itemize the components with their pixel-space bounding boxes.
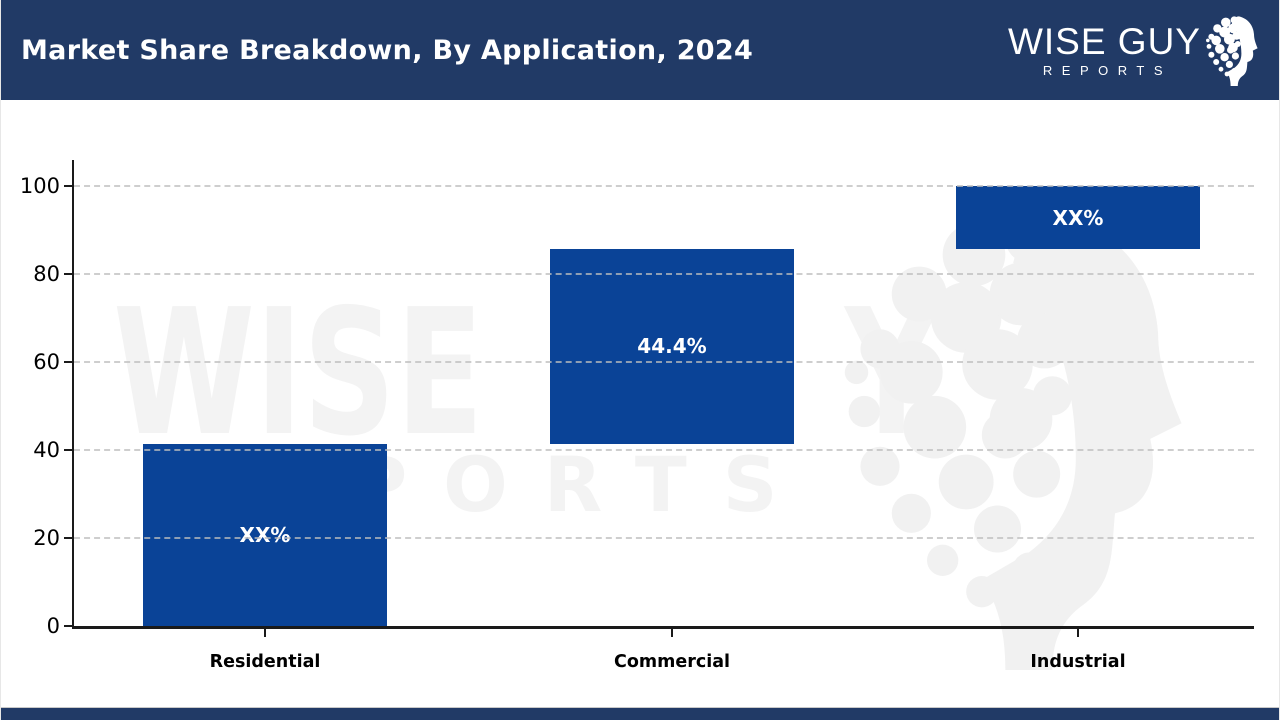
gridline-20 <box>74 537 1254 540</box>
bar-value-label-residential: XX% <box>239 523 291 547</box>
logo-wordmark: WISE GUY <box>1007 21 1201 62</box>
y-tick-label-20: 20 <box>33 526 60 551</box>
plot-area: 0 20 40 60 80 100 XX% 44.4% XX% Residential Commer… <box>20 160 1254 672</box>
header-bar: Market Share Breakdown, By Application, … <box>1 0 1279 100</box>
logo-text: WISE GUY REPORTS <box>1008 23 1201 77</box>
watermark-wise: WISE <box>113 272 484 475</box>
gridline-80 <box>74 273 1254 276</box>
y-tick-mark-20 <box>64 537 72 540</box>
bar-value-label-commercial: 44.4% <box>637 334 707 359</box>
page-title: Market Share Breakdown, By Application, … <box>21 34 754 66</box>
bar-residential: XX% <box>143 444 387 626</box>
wise-guy-logo: WISE GUY REPORTS <box>1008 8 1263 92</box>
chart-region: WISE GUY REPORTS 020406080100XX%44.4%XX%… <box>1 100 1279 708</box>
x-tick-mark-commercial <box>671 629 673 637</box>
y-tick-mark-40 <box>64 449 72 452</box>
y-tick-label-0: 0 <box>46 614 60 638</box>
gridline-100 <box>74 185 1254 188</box>
gridline-40 <box>74 449 1254 452</box>
y-tick-label-100: 100 <box>19 174 60 199</box>
x-tick-mark-industrial <box>1077 629 1079 637</box>
x-axis-line <box>72 626 1254 629</box>
x-axis-label-industrial: Industrial <box>1030 652 1126 672</box>
bar-commercial: 44.4% <box>550 248 794 444</box>
y-tick-label-40: 40 <box>33 438 60 463</box>
bar-industrial: XX% <box>956 186 1200 249</box>
x-tick-mark-residential <box>264 629 266 637</box>
y-tick-mark-0 <box>64 625 72 627</box>
logo-subtitle: REPORTS <box>1042 63 1173 78</box>
x-axis-label-commercial: Commercial <box>613 652 730 672</box>
dotted-head-icon <box>1206 16 1258 86</box>
watermark-head-graphic <box>844 215 1182 670</box>
y-tick-label-60: 60 <box>33 350 60 375</box>
y-tick-mark-100 <box>64 185 72 188</box>
gridline-60 <box>74 361 1254 364</box>
x-axis-label-residential: Residential <box>209 652 321 672</box>
footer-bar <box>1 707 1279 720</box>
y-tick-label-80: 80 <box>33 262 60 287</box>
y-tick-mark-80 <box>64 273 72 276</box>
bar-value-label-industrial: XX% <box>1052 205 1104 230</box>
y-tick-mark-60 <box>64 361 72 364</box>
y-axis-line <box>72 160 74 629</box>
